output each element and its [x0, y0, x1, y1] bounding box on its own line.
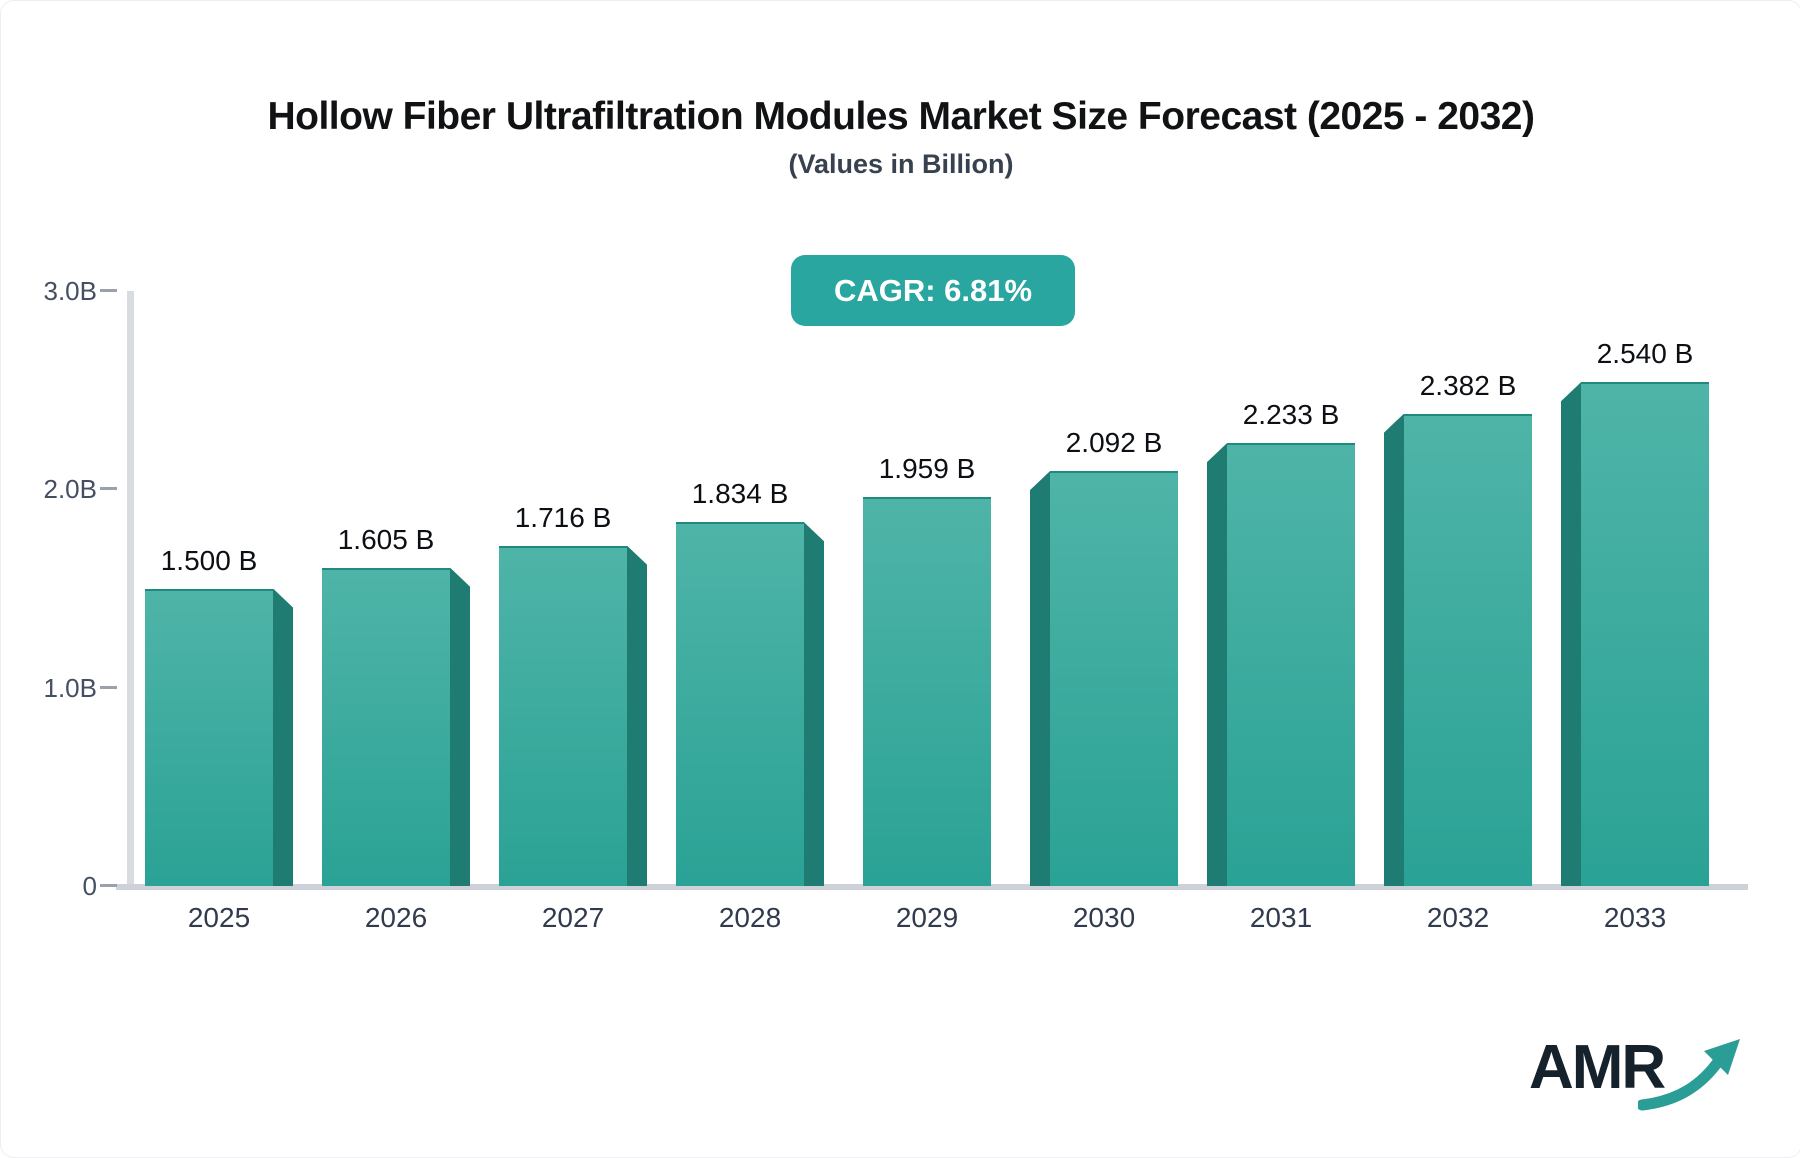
chart-title: Hollow Fiber Ultrafiltration Modules Mar… [267, 95, 1535, 138]
bar-value-label: 2.540 B [1596, 338, 1694, 370]
bar-side-face [1030, 471, 1050, 886]
bar-side-face [1207, 443, 1227, 886]
cagr-badge: CAGR: 6.81% [791, 255, 1075, 326]
bar-front-face [1404, 413, 1532, 886]
bar-front-face [863, 497, 991, 886]
chart-subtitle: (Values in Billion) [788, 149, 1014, 179]
amr-logo-text: AMR [1529, 1033, 1666, 1102]
bar-front-face [1581, 382, 1709, 886]
x-tick-label: 2027 [541, 902, 605, 933]
y-tick-label: 1.0B [43, 672, 98, 703]
bar-front-face [1050, 471, 1178, 886]
bar-side-face [1384, 413, 1404, 886]
x-tick-label: 2028 [718, 902, 782, 933]
bar-front-face [322, 567, 450, 886]
bar-side-face [273, 588, 293, 886]
amr-logo: AMR [1529, 1033, 1742, 1113]
x-axis-line [116, 884, 1748, 890]
bar-value-label: 2.233 B [1242, 399, 1340, 431]
y-tick-label: 3.0B [43, 276, 98, 306]
bar-front-face [145, 588, 273, 886]
bar-value-label: 2.382 B [1419, 369, 1517, 401]
bar-front-face [499, 545, 627, 886]
bar-value-label: 1.716 B [514, 501, 612, 533]
x-tick-label: 2031 [1249, 902, 1313, 933]
bar-front-face [1227, 443, 1355, 886]
y-tick-mark [100, 289, 117, 292]
x-tick-label: 2025 [187, 902, 251, 933]
y-axis-line [127, 291, 134, 890]
y-tick-mark [100, 685, 117, 689]
x-tick-label: 2026 [364, 902, 428, 933]
x-tick-label: 2030 [1072, 902, 1136, 933]
x-tick-label: 2033 [1603, 902, 1667, 933]
bar-value-label: 1.605 B [337, 523, 435, 555]
x-tick-label: 2029 [895, 902, 959, 933]
bar-value-label: 1.959 B [878, 453, 976, 485]
y-tick-label: 2.0B [43, 474, 98, 505]
x-tick-label: 2032 [1426, 902, 1490, 933]
y-tick-label: 0 [82, 871, 97, 901]
bar-side-face [1561, 382, 1581, 886]
bar-side-face [627, 545, 647, 886]
bar-front-face [676, 522, 804, 886]
bar-value-label: 1.500 B [160, 544, 258, 576]
y-tick-mark [100, 487, 117, 491]
bar-value-label: 2.092 B [1065, 427, 1163, 459]
bar-side-face [804, 522, 824, 886]
growth-arrow-icon [1638, 1039, 1741, 1111]
bar-side-face [450, 567, 470, 886]
bar-value-label: 1.834 B [691, 478, 789, 510]
y-tick-mark [100, 884, 117, 887]
